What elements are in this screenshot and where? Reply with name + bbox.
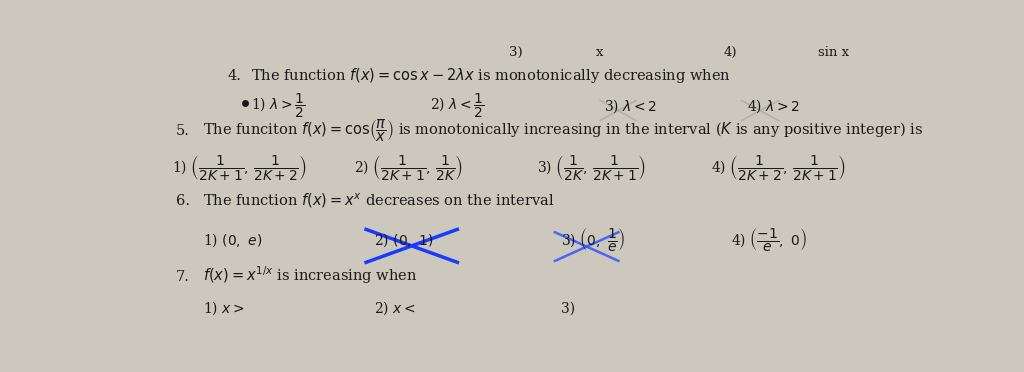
Text: 2) $(0,\ 1)$: 2) $(0,\ 1)$ bbox=[374, 232, 433, 250]
Text: 7.: 7. bbox=[176, 270, 189, 284]
Text: 4) $\left(\dfrac{-1}{e},\ 0\right)$: 4) $\left(\dfrac{-1}{e},\ 0\right)$ bbox=[731, 226, 807, 253]
Text: 3): 3) bbox=[509, 46, 522, 59]
Text: 1) $x > $: 1) $x > $ bbox=[204, 299, 245, 317]
Text: The function $f(x) = \cos x - 2\lambda x$ is monotonically decreasing when: The function $f(x) = \cos x - 2\lambda x… bbox=[251, 67, 731, 86]
Text: 6.: 6. bbox=[176, 194, 189, 208]
Text: The funciton $f(x) = \cos\!\left(\dfrac{\pi}{x}\right)$ is monotonically increas: The funciton $f(x) = \cos\!\left(\dfrac{… bbox=[204, 117, 924, 144]
Text: 3) $\lambda < 2$: 3) $\lambda < 2$ bbox=[604, 97, 657, 115]
Text: 1) $\lambda > \dfrac{1}{2}$: 1) $\lambda > \dfrac{1}{2}$ bbox=[251, 92, 306, 120]
Text: 1) $\left(\dfrac{1}{2K+1},\, \dfrac{1}{2K+2}\right)$: 1) $\left(\dfrac{1}{2K+1},\, \dfrac{1}{2… bbox=[172, 153, 306, 182]
Text: The function $f(x) = x^x$ decreases on the interval: The function $f(x) = x^x$ decreases on t… bbox=[204, 191, 555, 209]
Text: 2) $\lambda < \dfrac{1}{2}$: 2) $\lambda < \dfrac{1}{2}$ bbox=[430, 92, 484, 120]
Text: x: x bbox=[596, 46, 604, 59]
Text: 3) $\left(\dfrac{1}{2K},\, \dfrac{1}{2K+1}\right)$: 3) $\left(\dfrac{1}{2K},\, \dfrac{1}{2K+… bbox=[537, 153, 646, 182]
Text: 4): 4) bbox=[723, 46, 736, 59]
Text: 4.: 4. bbox=[227, 70, 241, 83]
Text: 3): 3) bbox=[560, 301, 574, 315]
Text: $f(x) = x^{1/x}$ is increasing when: $f(x) = x^{1/x}$ is increasing when bbox=[204, 264, 418, 286]
Text: 1) $(0,\ e)$: 1) $(0,\ e)$ bbox=[204, 232, 262, 250]
Text: 5.: 5. bbox=[176, 124, 189, 138]
Text: sin x: sin x bbox=[818, 46, 850, 59]
Text: 4) $\left(\dfrac{1}{2K+2},\, \dfrac{1}{2K+1}\right)$: 4) $\left(\dfrac{1}{2K+2},\, \dfrac{1}{2… bbox=[712, 153, 846, 182]
Text: 4) $\lambda > 2$: 4) $\lambda > 2$ bbox=[748, 97, 801, 115]
Text: 2) $\left(\dfrac{1}{2K+1},\, \dfrac{1}{2K}\right)$: 2) $\left(\dfrac{1}{2K+1},\, \dfrac{1}{2… bbox=[354, 153, 463, 182]
Text: 2) $x < $: 2) $x < $ bbox=[374, 299, 416, 317]
Text: 3) $\left(0,\ \dfrac{1}{e}\right)$: 3) $\left(0,\ \dfrac{1}{e}\right)$ bbox=[560, 226, 625, 253]
